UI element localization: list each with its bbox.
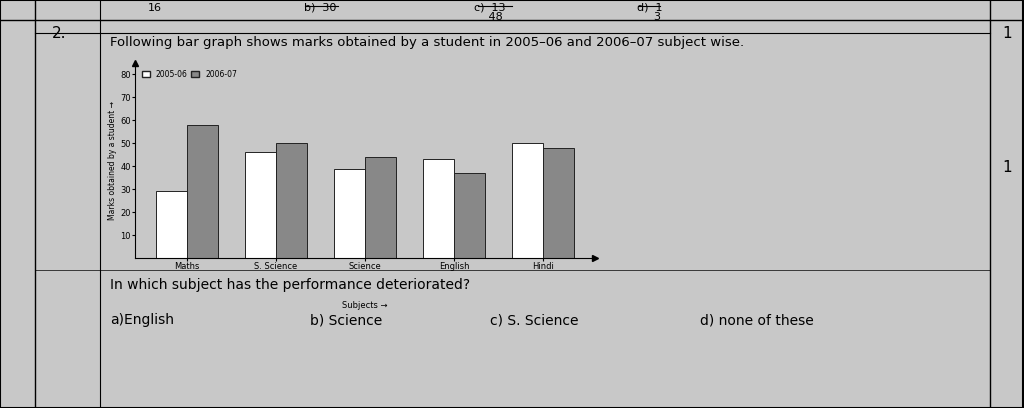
Text: Subjects →: Subjects → [342, 301, 388, 310]
Text: c)  13: c) 13 [474, 3, 506, 13]
Text: 3: 3 [640, 12, 660, 22]
Bar [276, 143, 307, 258]
Bar [543, 148, 574, 258]
Text: 48: 48 [477, 12, 503, 22]
Text: d) none of these: d) none of these [700, 313, 814, 327]
Text: c) S. Science: c) S. Science [490, 313, 579, 327]
Text: 1: 1 [1002, 26, 1012, 41]
Text: b)  30: b) 30 [304, 3, 336, 13]
Text: d)  1: d) 1 [637, 3, 663, 13]
Bar [512, 143, 543, 258]
Bar [423, 160, 454, 258]
Text: 2.: 2. [52, 26, 67, 41]
Legend: 2005-06, 2006-07: 2005-06, 2006-07 [139, 67, 240, 82]
Bar [454, 173, 485, 258]
Bar [334, 169, 365, 258]
Text: 16: 16 [148, 3, 162, 13]
Bar [245, 153, 276, 258]
Bar [156, 191, 187, 258]
Text: Following bar graph shows marks obtained by a student in 2005–06 and 2006–07 sub: Following bar graph shows marks obtained… [110, 36, 744, 49]
Text: b) Science: b) Science [310, 313, 382, 327]
Bar [187, 125, 218, 258]
Text: 1: 1 [1002, 160, 1012, 175]
Bar [365, 157, 396, 258]
Text: a)English: a)English [110, 313, 174, 327]
Y-axis label: Marks obtained by a student →: Marks obtained by a student → [109, 101, 118, 220]
Text: In which subject has the performance deteriorated?: In which subject has the performance det… [110, 278, 470, 292]
